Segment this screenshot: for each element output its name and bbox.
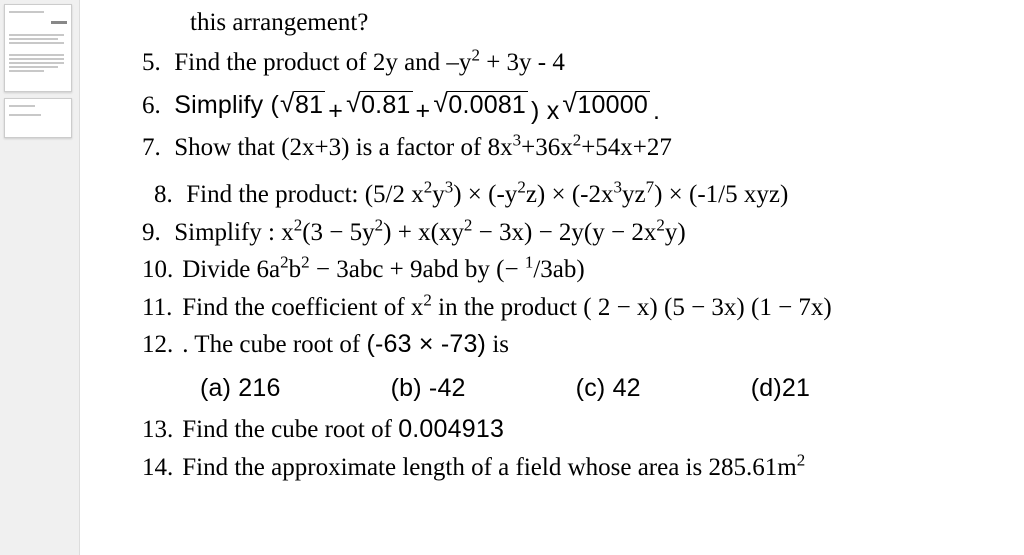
- sqrt-0-81: 0.81: [346, 87, 412, 125]
- question-12: 12. . The cube root of (-63 × -73) is: [110, 326, 1004, 364]
- q-number: 10.: [142, 251, 176, 289]
- q-text: Find the approximate length of a field w…: [182, 454, 796, 481]
- option-c: (c) 42: [576, 370, 641, 408]
- options-row: (a) 216 (b) -42 (c) 42 (d)21: [110, 370, 1004, 408]
- option-b: (b) -42: [391, 370, 466, 408]
- page-thumbnail-1[interactable]: [4, 4, 72, 92]
- q-text: Simplify : x: [174, 219, 293, 246]
- q-text: Divide 6a: [176, 256, 280, 283]
- page-thumbnail-2[interactable]: [4, 98, 72, 138]
- sqrt-81: 81: [280, 87, 325, 125]
- q-number: 12.: [142, 326, 176, 364]
- question-14: 14. Find the approximate length of a fie…: [110, 449, 1004, 487]
- q-text: Find the cube root of: [182, 416, 398, 443]
- q-text: Show that (2x+3) is a factor of 8x: [174, 134, 512, 161]
- option-d: (d)21: [751, 370, 810, 408]
- q-number: 14.: [142, 449, 176, 487]
- q-number: 8.: [154, 176, 180, 214]
- question-8: 8. Find the product: (5/2 x2y3) × (-y2z)…: [110, 176, 1004, 214]
- q-number: 9.: [142, 214, 168, 252]
- heading-fragment: this arrangement?: [110, 4, 1004, 42]
- question-11: 11. Find the coefficient of x2 in the pr…: [110, 289, 1004, 327]
- sqrt-10000: 10000: [562, 87, 650, 125]
- question-5: 5. Find the product of 2y and –y2 + 3y -…: [110, 44, 1004, 82]
- sqrt-0-0081: 0.0081: [433, 87, 528, 125]
- question-7: 7. Show that (2x+3) is a factor of 8x3+3…: [110, 129, 1004, 167]
- q-text: Simplify (: [174, 91, 279, 119]
- document-content: this arrangement? 5. Find the product of…: [80, 0, 1024, 555]
- q-number: 11.: [142, 289, 176, 327]
- q-number: 6.: [142, 87, 168, 125]
- q-number: 13.: [142, 411, 176, 449]
- question-10: 10. Divide 6a2b2 − 3abc + 9abd by (− 1/3…: [110, 251, 1004, 289]
- q-number: 7.: [142, 129, 168, 167]
- q-number: 5.: [142, 44, 168, 82]
- question-9: 9. Simplify : x2(3 − 5y2) + x(xy2 − 3x) …: [110, 214, 1004, 252]
- thumbnail-sidebar: [0, 0, 80, 555]
- q-text: Find the coefficient of x: [182, 294, 423, 321]
- q-text: Find the product: (5/2 x: [186, 181, 423, 208]
- question-13: 13. Find the cube root of 0.004913: [110, 411, 1004, 449]
- option-a: (a) 216: [200, 370, 281, 408]
- question-6: 6. Simplify (81+0.81+0.0081) x10000.: [110, 87, 1004, 125]
- q-text: Find the product of 2y and –y: [174, 49, 471, 76]
- q-text: . The cube root of: [182, 331, 366, 358]
